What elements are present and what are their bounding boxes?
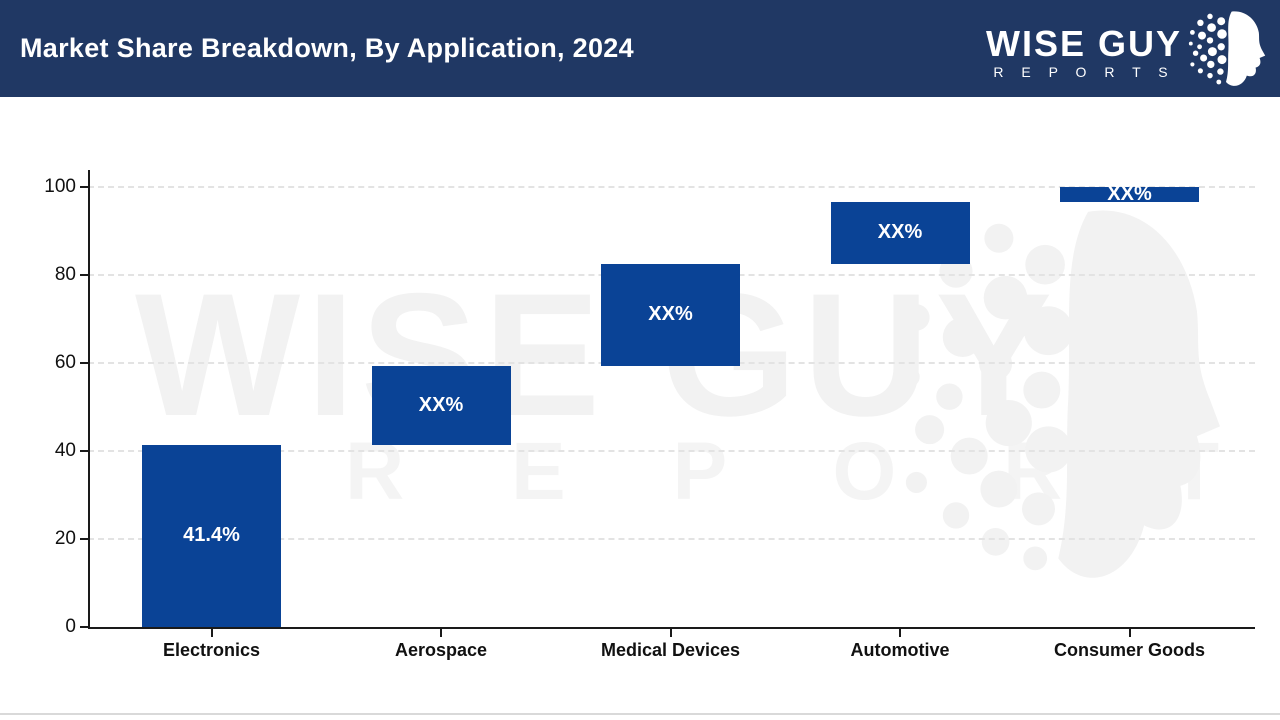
y-tick-label-60-text: 60 [54,352,76,373]
x-tick-4 [1128,629,1131,637]
bar-automotive-text: XX% [877,221,923,244]
y-tick-label-40-text: 40 [54,440,76,461]
y-tick-20 [80,538,88,540]
y-tick-label-60: 60 [16,352,76,374]
y-tick-label-20-text: 20 [54,528,76,549]
y-tick-label-80: 80 [16,264,76,286]
x-tick-1 [440,629,442,637]
category-label-0: Electronics [163,640,260,661]
category-label-1-text: Aerospace [394,640,488,660]
gridline-40 [88,450,1255,452]
bar-consumer-goods-text: XX% [1107,182,1152,205]
bar-electronics-text: 41.4% [183,524,240,547]
brand-logo-sub: R E P O R T S [993,63,1175,80]
x-tick-2 [669,629,672,637]
page-title: Market Share Breakdown, By Application, … [20,33,634,63]
category-label-2-text: Medical Devices [600,640,741,660]
x-axis-line [88,627,1255,629]
watermark-text-line1: WISE GUY [135,258,1059,453]
y-tick-label-100: 100 [16,176,76,198]
y-tick-60 [80,362,88,364]
y-tick-label-0: 0 [16,616,76,638]
y-tick-100 [80,186,88,188]
category-label-0-text: Electronics [162,640,261,660]
bar-automotive: XX% [830,201,970,264]
category-label-4: Consumer Goods [1054,640,1205,661]
bar-aerospace-text: XX% [418,393,464,416]
brand-logo-main: WISE GUY [985,22,1182,64]
x-tick-0 [210,629,213,637]
gridline-100 [88,186,1255,188]
bar-aerospace: XX% [371,365,511,445]
brand-logo: WISE GUY R E P O R T S [986,8,1266,97]
y-tick-label-100-text: 100 [44,176,76,197]
y-tick-label-20: 20 [16,528,76,550]
y-tick-label-0-text: 0 [65,616,76,637]
y-tick-label-80-text: 80 [54,264,76,285]
y-axis-line [88,170,90,629]
y-tick-0 [80,626,88,628]
brand-logo-text: WISE GUY R E P O R T S [985,22,1182,81]
bar-consumer-goods: XX% [1060,183,1199,205]
y-tick-40 [80,450,88,452]
face-profile-icon [1186,8,1266,97]
category-label-3-text: Automotive [850,640,950,660]
bar-electronics: 41.4% [142,444,281,627]
category-label-2: Medical Devices [601,640,740,661]
y-tick-label-40: 40 [16,440,76,462]
bar-medical-devices: XX% [601,263,740,366]
footer-divider [0,713,1280,715]
category-label-4-text: Consumer Goods [1053,640,1206,660]
gridline-20 [88,538,1255,540]
category-label-1: Aerospace [395,640,487,661]
y-tick-80 [80,274,88,276]
category-label-3: Automotive [851,640,950,661]
header-bar: Market Share Breakdown, By Application, … [0,0,1280,97]
bar-medical-devices-text: XX% [648,303,693,326]
x-tick-3 [899,629,901,637]
